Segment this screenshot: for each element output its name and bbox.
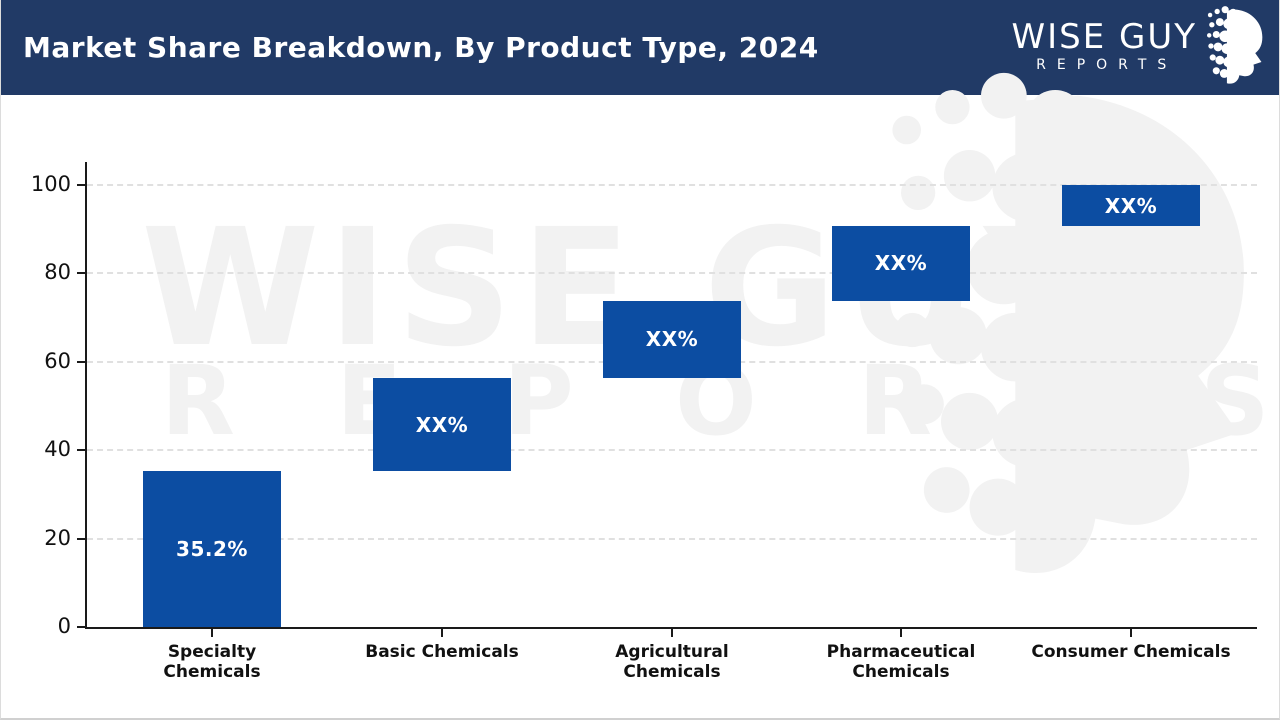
chart-bar: XX% bbox=[832, 226, 970, 301]
logo-face-icon bbox=[1206, 6, 1263, 84]
x-category-label-line: Chemicals bbox=[163, 662, 261, 682]
y-tick-label-0: 0 bbox=[57, 614, 71, 638]
y-tick-label-60: 60 bbox=[44, 348, 71, 373]
y-tick-mark-100 bbox=[77, 184, 86, 186]
logo-wordmark-main: WISE GUY bbox=[1011, 16, 1197, 57]
x-tick-mark bbox=[1130, 628, 1132, 637]
y-tick-mark-60 bbox=[77, 360, 86, 363]
y-tick-mark-80 bbox=[77, 272, 86, 275]
logo-wordmark-sub: REPORTS bbox=[1036, 57, 1178, 74]
x-category-label-line: Specialty bbox=[167, 642, 257, 662]
gridline-100 bbox=[87, 184, 1257, 186]
chart-bar: XX% bbox=[603, 300, 741, 379]
x-category-label-line: Basic Chemicals bbox=[365, 642, 519, 662]
y-axis-spine bbox=[85, 162, 87, 629]
x-category-label-line: Pharmaceutical bbox=[826, 642, 976, 662]
x-category-label-line: Consumer Chemicals bbox=[1031, 642, 1231, 662]
gridline-20 bbox=[87, 537, 1257, 540]
x-category-label: Specialty Chemicals bbox=[102, 642, 322, 682]
gridline-80 bbox=[87, 272, 1257, 275]
x-category-label: Basic Chemicals bbox=[332, 642, 552, 662]
gridline-40 bbox=[87, 449, 1257, 452]
chart-title: Market Share Breakdown, By Product Type,… bbox=[23, 31, 819, 64]
x-category-label: Pharmaceutical Chemicals bbox=[791, 642, 1011, 682]
x-tick-mark bbox=[900, 628, 902, 637]
x-tick-mark bbox=[671, 628, 673, 637]
wise-guy-logo: WISE GUY REPORTS bbox=[1011, 6, 1265, 86]
y-tick-label-20: 20 bbox=[44, 525, 71, 550]
chart-bar: 35.2% bbox=[143, 471, 281, 627]
chart-bar: XX% bbox=[373, 378, 511, 472]
bar-value-label: XX% bbox=[1104, 193, 1158, 218]
x-category-label-line: Chemicals bbox=[852, 662, 950, 682]
y-tick-mark-40 bbox=[77, 449, 86, 452]
y-tick-label-100: 100 bbox=[30, 172, 71, 196]
header: Market Share Breakdown, By Product Type,… bbox=[1, 0, 1279, 95]
bar-value-label: 35.2% bbox=[176, 537, 248, 562]
x-category-label: Agricultural Chemicals bbox=[562, 642, 782, 682]
y-tick-label-40: 40 bbox=[44, 437, 71, 462]
x-category-label-line: Chemicals bbox=[623, 662, 721, 682]
y-tick-mark-20 bbox=[77, 537, 86, 540]
x-tick-mark bbox=[211, 628, 213, 637]
y-tick-label-80: 80 bbox=[44, 260, 71, 285]
chart-bar: XX% bbox=[1062, 185, 1200, 227]
x-tick-mark bbox=[441, 628, 443, 637]
watermark-face-icon bbox=[886, 72, 1244, 573]
bar-value-label: XX% bbox=[645, 327, 699, 352]
y-tick-mark-0 bbox=[77, 626, 86, 628]
x-category-label: Consumer Chemicals bbox=[1021, 642, 1241, 662]
x-category-label-line: Agricultural bbox=[615, 642, 729, 662]
bar-value-label: XX% bbox=[415, 412, 469, 437]
logo-wordmark: WISE GUY REPORTS bbox=[1011, 16, 1197, 74]
bar-value-label: XX% bbox=[874, 251, 928, 276]
